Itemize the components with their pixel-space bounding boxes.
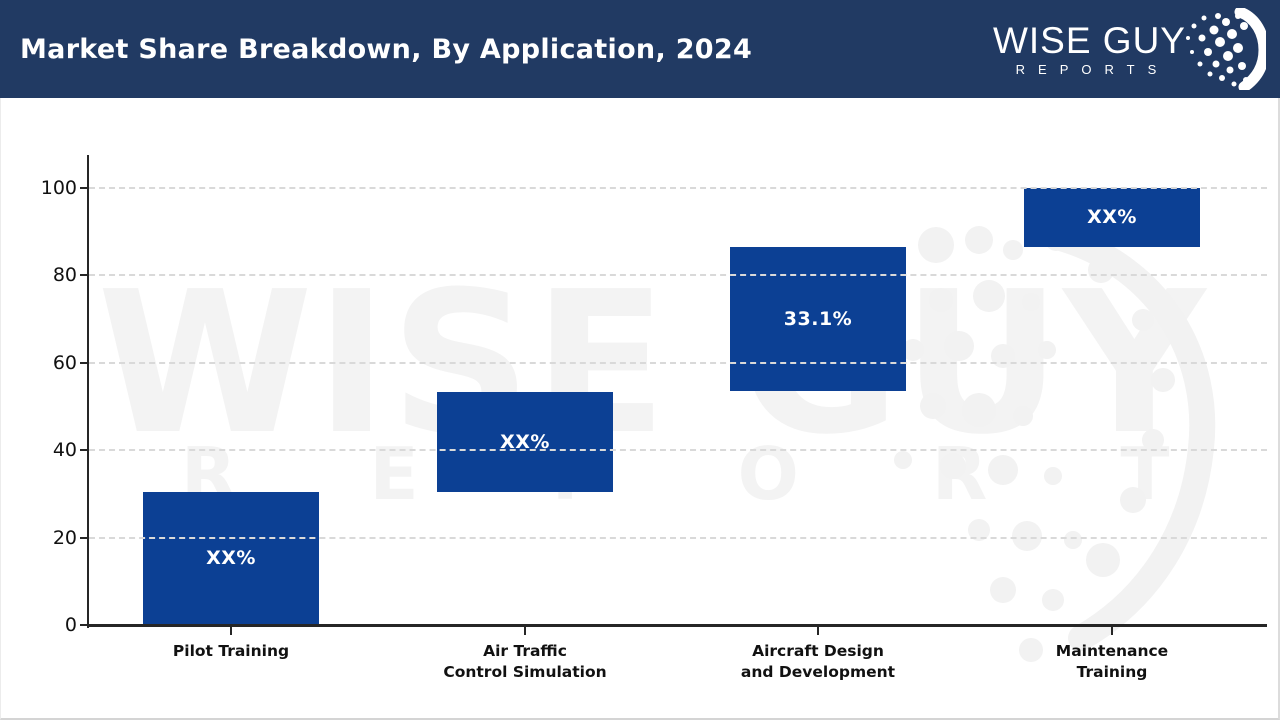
watermark-wordmark: WISE GUY [97,250,1208,478]
logo-subtitle: REPORTS [1015,61,1170,77]
gridline [89,186,1267,189]
y-tick-label: 20 [52,526,77,549]
y-tick-label: 100 [40,176,77,199]
bar-aircraft-design-and-development[interactable]: 33.1% [730,246,906,392]
gridline [89,449,1267,451]
y-tick-mark [80,274,87,276]
x-tick-mark [817,627,819,635]
y-tick-label: 80 [52,264,77,286]
x-category-label: Maintenance Training [1055,642,1169,681]
x-tick-mark [230,627,232,635]
x-category-label: Pilot Training [172,642,290,660]
chart-plot-area: WISE GUY R E P O R T S [0,98,1280,720]
y-tick-mark [80,449,87,451]
x-tick-mark [1111,627,1113,635]
chart-title: Market Share Breakdown, By Application, … [20,33,753,65]
x-axis-line [87,624,1267,627]
gridline [89,274,1267,276]
watermark-face-dots [894,225,1216,662]
logo-face-profile [1234,8,1266,90]
x-category-label: Air Traffic Control Simulation [443,642,607,681]
gridline [89,536,1267,539]
bar-air-traffic-control-simulation[interactable]: XX% [437,391,613,492]
logo-text: WISE GUY REPORTS [992,19,1186,77]
y-tick-label: 60 [52,351,77,374]
y-axis-spine [87,155,89,628]
y-tick-mark [80,624,87,626]
y-tick-label: 40 [52,439,77,461]
gridline [89,361,1267,364]
bar-value-label: XX% [500,430,550,453]
header-bar: Market Share Breakdown, By Application, … [0,0,1280,98]
wise-guy-reports-logo: WISE GUY REPORTS [993,8,1266,90]
bar-maintenance-training[interactable]: XX% [1024,187,1200,247]
y-tick-label: 0 [64,614,77,636]
y-tick-mark [80,536,87,539]
bar-value-label: XX% [1087,206,1137,229]
bar-value-label: 33.1% [783,307,853,330]
y-tick-mark [80,186,87,189]
logo-wordmark: WISE GUY [992,19,1186,61]
bar-value-label: XX% [206,547,256,570]
x-tick-mark [524,627,526,635]
y-tick-mark [80,361,87,364]
bar-pilot-training[interactable]: XX% [143,491,319,625]
x-category-label: Aircraft Design and Development [740,642,896,681]
logo-face-icon [1186,8,1266,90]
